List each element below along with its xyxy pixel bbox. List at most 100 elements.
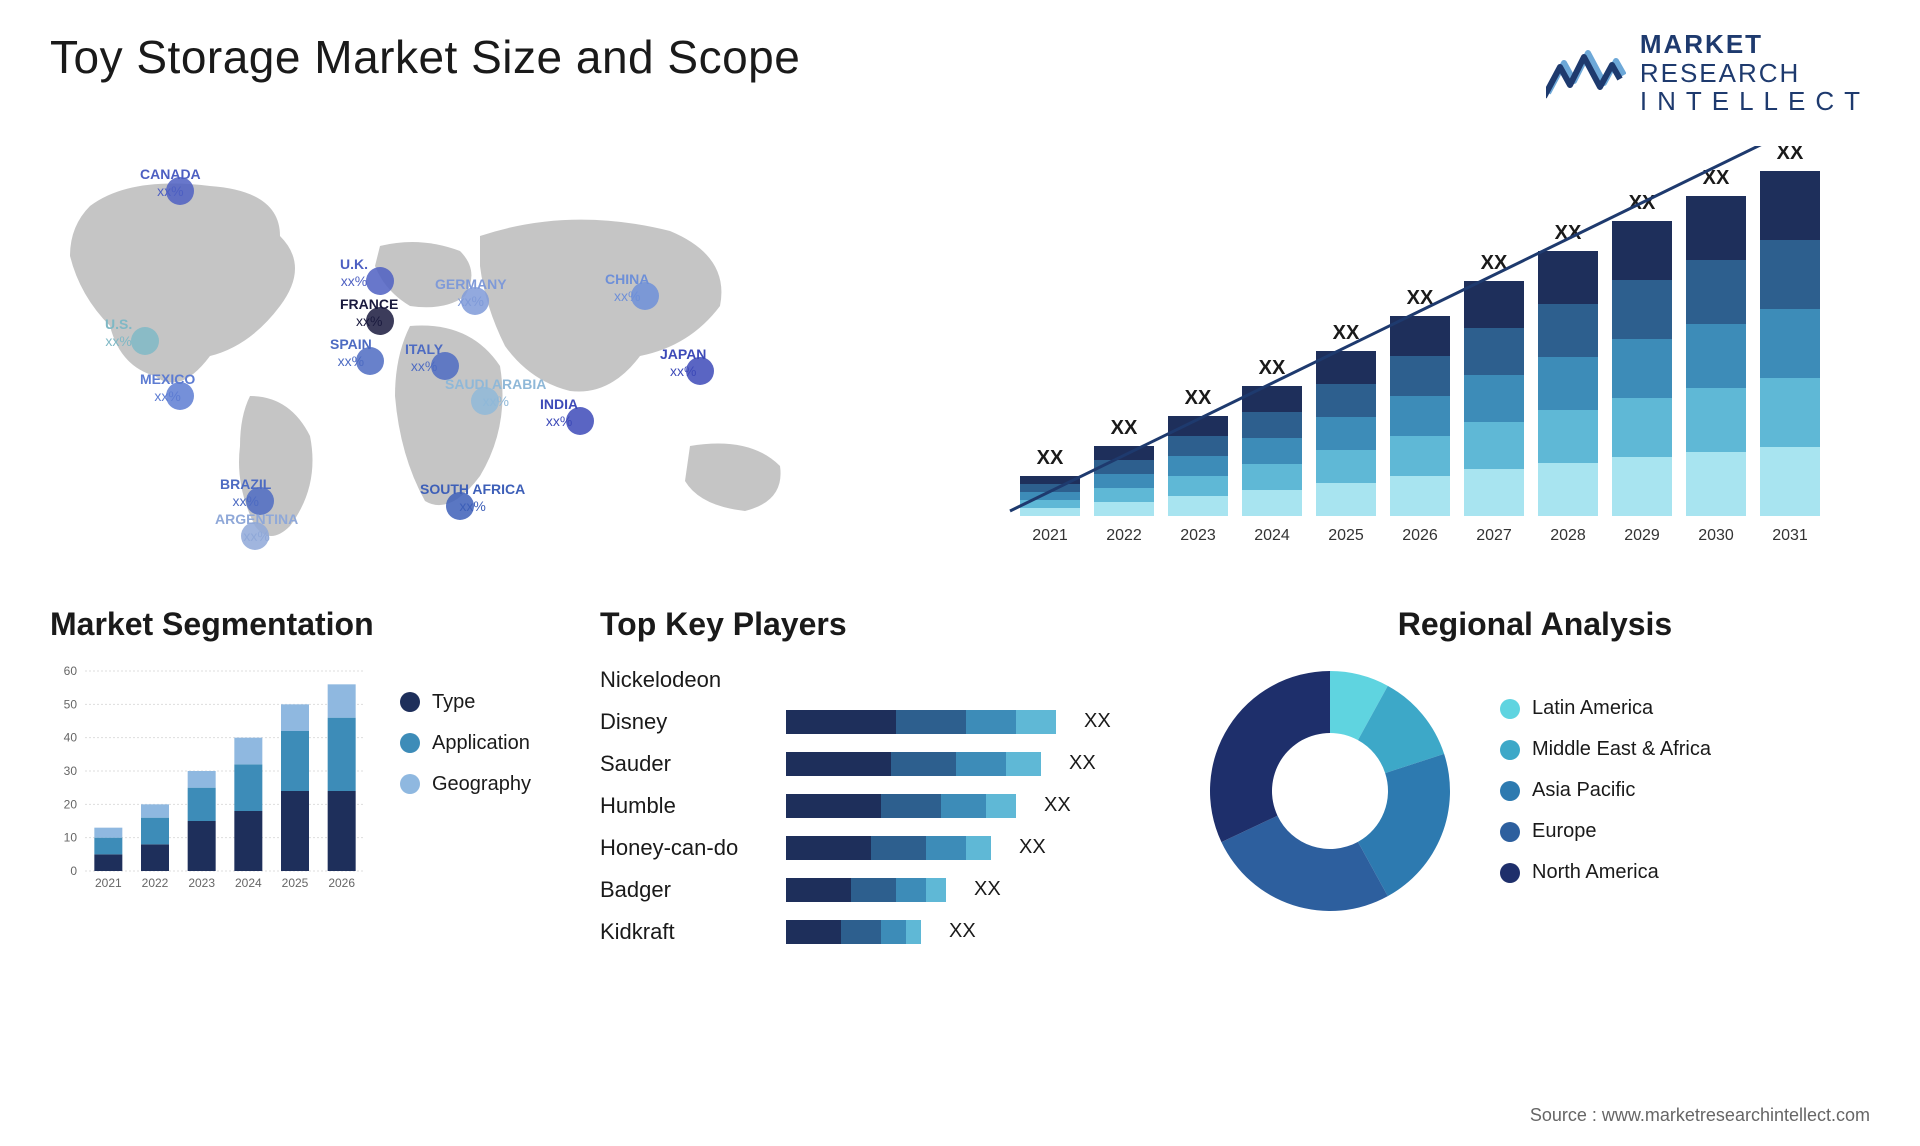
- players-chart: NickelodeonDisneyXXSauderXXHumbleXXHoney…: [600, 661, 1170, 951]
- svg-text:2021: 2021: [1032, 527, 1068, 544]
- player-bar: [786, 710, 1056, 734]
- page-title: Toy Storage Market Size and Scope: [50, 30, 800, 84]
- logo-text-3: INTELLECT: [1640, 87, 1870, 116]
- svg-text:2030: 2030: [1698, 527, 1734, 544]
- svg-text:2024: 2024: [1254, 527, 1290, 544]
- legend-item: Geography: [400, 773, 531, 796]
- regional-title: Regional Analysis: [1200, 606, 1870, 643]
- map-label: U.K.xx%: [340, 256, 368, 290]
- player-name: Disney: [600, 709, 770, 735]
- map-label: SPAINxx%: [330, 336, 372, 370]
- svg-text:XX: XX: [1111, 417, 1138, 439]
- source-text: Source : www.marketresearchintellect.com: [1530, 1105, 1870, 1126]
- legend-item: Application: [400, 732, 531, 755]
- bottom-row: Market Segmentation 0 10 20 30 40 50 60 2021 202…: [50, 606, 1870, 951]
- segmentation-legend: Type Application Geography: [400, 691, 531, 921]
- player-value: XX: [1084, 710, 1111, 733]
- svg-text:2026: 2026: [328, 876, 355, 890]
- players-title: Top Key Players: [600, 606, 1170, 643]
- map-label: INDIAxx%: [540, 396, 578, 430]
- svg-text:2025: 2025: [282, 876, 309, 890]
- header: Toy Storage Market Size and Scope MARKET…: [50, 30, 1870, 116]
- player-row: Humble XX: [600, 787, 1170, 825]
- svg-text:XX: XX: [1037, 447, 1064, 469]
- player-row: Disney XX: [600, 703, 1170, 741]
- map-label: MEXICOxx%: [140, 371, 195, 405]
- map-label: CHINAxx%: [605, 271, 649, 305]
- svg-text:2031: 2031: [1772, 527, 1808, 544]
- legend-item: Asia Pacific: [1500, 779, 1711, 802]
- player-name: Nickelodeon: [600, 667, 770, 693]
- map-label: SAUDI ARABIAxx%: [445, 376, 546, 410]
- map-label: FRANCExx%: [340, 296, 398, 330]
- players-section: Top Key Players NickelodeonDisneyXXSaude…: [600, 606, 1170, 951]
- svg-text:2028: 2028: [1550, 527, 1586, 544]
- svg-text:XX: XX: [1777, 146, 1804, 164]
- svg-text:0: 0: [70, 864, 77, 878]
- player-value: XX: [1044, 794, 1071, 817]
- svg-text:2022: 2022: [142, 876, 169, 890]
- forecast-svg: XX2021XX2022XX2023XX2024XX2025XX2026XX20…: [990, 146, 1870, 556]
- map-label: ARGENTINAxx%: [215, 511, 298, 545]
- map-label: ITALYxx%: [405, 341, 443, 375]
- svg-text:50: 50: [64, 697, 78, 711]
- map-label: CANADAxx%: [140, 166, 201, 200]
- svg-text:2027: 2027: [1476, 527, 1512, 544]
- segmentation-svg: 0 10 20 30 40 50 60 2021 2022 2023 2024 2025 2026: [50, 661, 370, 921]
- logo-icon: [1546, 43, 1626, 103]
- map-label: U.S.xx%: [105, 316, 132, 350]
- player-bar: [786, 836, 991, 860]
- svg-text:20: 20: [64, 797, 78, 811]
- map-label: JAPANxx%: [660, 346, 706, 380]
- svg-text:40: 40: [64, 730, 78, 744]
- player-value: XX: [1019, 836, 1046, 859]
- legend-item: Type: [400, 691, 531, 714]
- map-label: GERMANYxx%: [435, 276, 507, 310]
- player-name: Sauder: [600, 751, 770, 777]
- svg-text:2029: 2029: [1624, 527, 1660, 544]
- svg-text:10: 10: [64, 830, 78, 844]
- svg-text:XX: XX: [1259, 357, 1286, 379]
- legend-item: North America: [1500, 861, 1711, 884]
- svg-text:2026: 2026: [1402, 527, 1438, 544]
- player-value: XX: [949, 920, 976, 943]
- forecast-chart: XX2021XX2022XX2023XX2024XX2025XX2026XX20…: [990, 146, 1870, 556]
- player-row: BadgerXX: [600, 871, 1170, 909]
- logo: MARKET RESEARCH INTELLECT: [1546, 30, 1870, 116]
- svg-text:2021: 2021: [95, 876, 122, 890]
- segmentation-section: Market Segmentation 0 10 20 30 40 50 60 2021 202…: [50, 606, 570, 951]
- legend-item: Middle East & Africa: [1500, 738, 1711, 761]
- svg-text:XX: XX: [1185, 387, 1212, 409]
- regional-legend: Latin America Middle East & Africa Asia Pa…: [1500, 697, 1711, 884]
- player-bar: [786, 752, 1041, 776]
- player-name: Badger: [600, 877, 770, 903]
- top-row: CANADAxx% U.S.xx% MEXICOxx% BRAZILxx%ARGENT…: [50, 146, 1870, 556]
- map-label: BRAZILxx%: [220, 476, 271, 510]
- svg-text:2025: 2025: [1328, 527, 1364, 544]
- regional-section: Regional Analysis Latin America Middle Ea…: [1200, 606, 1870, 951]
- legend-item: Latin America: [1500, 697, 1711, 720]
- svg-text:2023: 2023: [1180, 527, 1216, 544]
- player-name: Kidkraft: [600, 919, 770, 945]
- svg-text:2022: 2022: [1106, 527, 1142, 544]
- segmentation-chart: 0 10 20 30 40 50 60 2021 2022 2023 2024 2025 2026: [50, 661, 370, 921]
- player-value: XX: [1069, 752, 1096, 775]
- svg-text:2023: 2023: [188, 876, 215, 890]
- map-label: SOUTH AFRICAxx%: [420, 481, 525, 515]
- svg-text:30: 30: [64, 764, 78, 778]
- legend-item: Europe: [1500, 820, 1711, 843]
- player-row: Honey-can-doXX: [600, 829, 1170, 867]
- player-bar: [786, 878, 946, 902]
- svg-text:2024: 2024: [235, 876, 262, 890]
- player-name: Humble: [600, 793, 770, 819]
- player-row: Kidkraft XX: [600, 913, 1170, 951]
- player-bar: [786, 794, 1016, 818]
- player-row: Sauder XX: [600, 745, 1170, 783]
- logo-text-2: RESEARCH: [1640, 59, 1870, 88]
- player-row: Nickelodeon: [600, 661, 1170, 699]
- logo-text-1: MARKET: [1640, 30, 1870, 59]
- player-bar: [786, 920, 921, 944]
- regional-donut: [1200, 661, 1460, 921]
- segmentation-title: Market Segmentation: [50, 606, 570, 643]
- svg-text:60: 60: [64, 664, 78, 678]
